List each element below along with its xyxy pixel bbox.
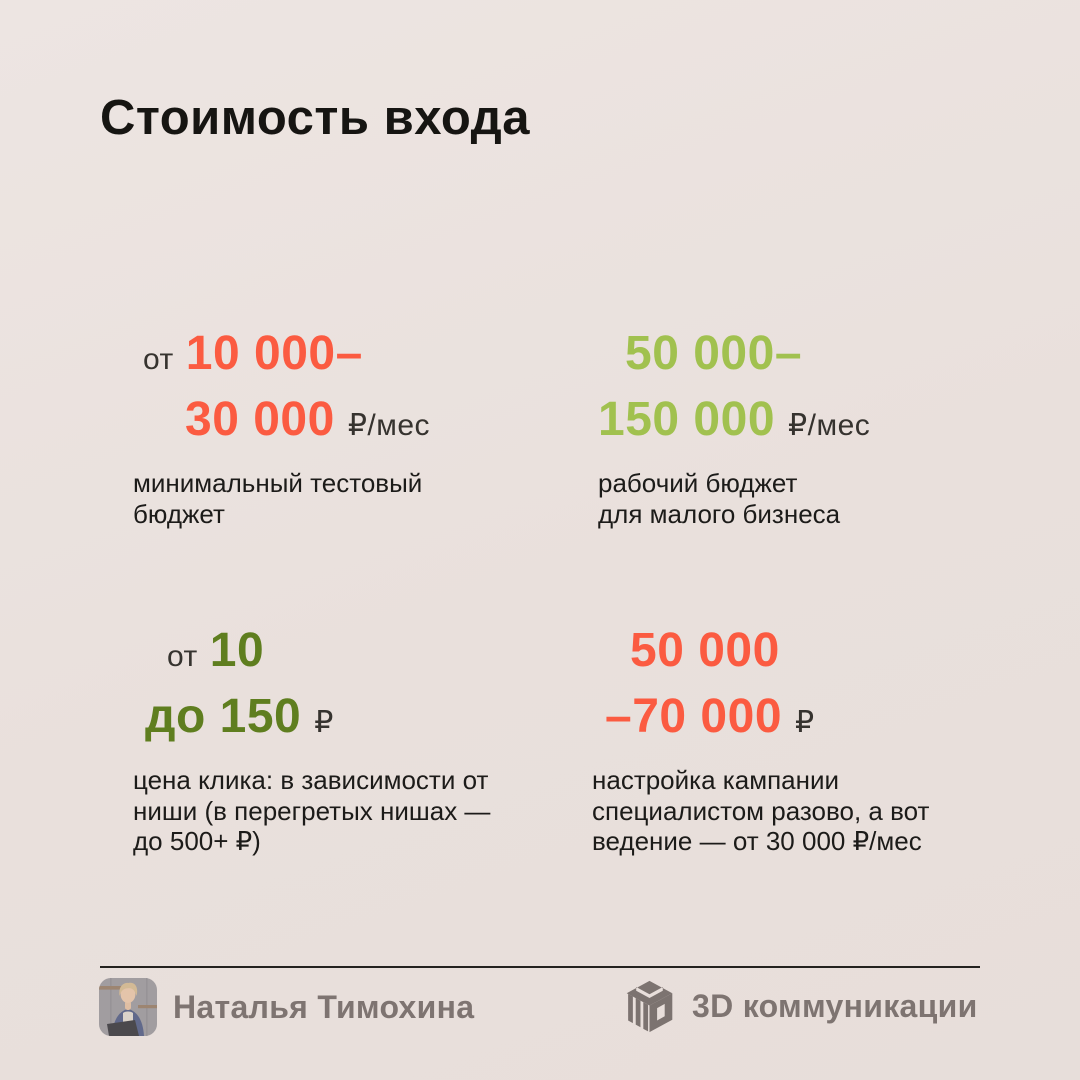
author-name: Наталья Тимохина <box>173 988 475 1025</box>
price-prefix: от <box>143 343 174 376</box>
brand-name: 3D коммуникации <box>692 988 978 1024</box>
price-unit: ₽/мес <box>788 409 871 442</box>
price-caption: цена клика: в зависимости от ниши (в пер… <box>133 765 491 857</box>
price-caption: рабочий бюджет для малого бизнеса <box>598 468 841 529</box>
price-caption: минимальный тестовый бюджет <box>133 468 423 529</box>
price-line-1: от 10 <box>133 623 593 689</box>
author-photo <box>99 978 157 1036</box>
price-block: 50 000 –70 000 ₽ <box>592 623 1052 755</box>
brand-logo <box>621 978 678 1035</box>
price-amount: 30 000 <box>185 393 335 446</box>
price-amount: 50 000– <box>625 327 803 380</box>
price-line-2: –70 000 ₽ <box>592 689 1052 755</box>
footer-divider <box>100 966 980 968</box>
price-card-working-budget: 50 000– 150 000 ₽/мес рабочий бюджет для … <box>598 326 1058 529</box>
price-unit: ₽ <box>314 706 334 739</box>
footer-author: Наталья Тимохина <box>99 978 474 1036</box>
price-card-test-budget: от 10 000– 30 000 ₽/мес минимальный тестов… <box>133 326 593 529</box>
price-card-setup-price: 50 000 –70 000 ₽ настройка кампании специ… <box>592 623 1052 857</box>
price-unit: ₽ <box>795 706 815 739</box>
price-unit: ₽/мес <box>347 409 431 442</box>
price-amount: 10 <box>209 624 265 677</box>
price-amount: до 150 <box>145 690 302 743</box>
price-line-1: 50 000 <box>592 623 1052 689</box>
price-block: от 10 до 150 ₽ <box>133 623 593 755</box>
page-title: Стоимость входа <box>100 91 530 145</box>
author-avatar <box>99 978 157 1036</box>
price-prefix: от <box>167 640 198 673</box>
price-amount: 50 000 <box>630 624 780 677</box>
price-line-1: от 10 000– <box>133 326 593 392</box>
price-line-1: 50 000– <box>598 326 1058 392</box>
cube-logo-icon <box>626 980 673 1033</box>
price-line-2: 30 000 ₽/мес <box>133 392 593 458</box>
price-line-2: до 150 ₽ <box>133 689 593 755</box>
price-caption: настройка кампании специалистом разово, … <box>592 765 930 857</box>
footer-brand: 3D коммуникации <box>621 978 978 1035</box>
price-card-click-price: от 10 до 150 ₽ цена клика: в зависимости о… <box>133 623 593 857</box>
price-amount: 150 000 <box>598 393 776 446</box>
price-line-2: 150 000 ₽/мес <box>598 392 1058 458</box>
price-block: от 10 000– 30 000 ₽/мес <box>133 326 593 458</box>
price-amount: 10 000– <box>185 327 363 380</box>
price-block: 50 000– 150 000 ₽/мес <box>598 326 1058 458</box>
price-amount: –70 000 <box>605 690 783 743</box>
